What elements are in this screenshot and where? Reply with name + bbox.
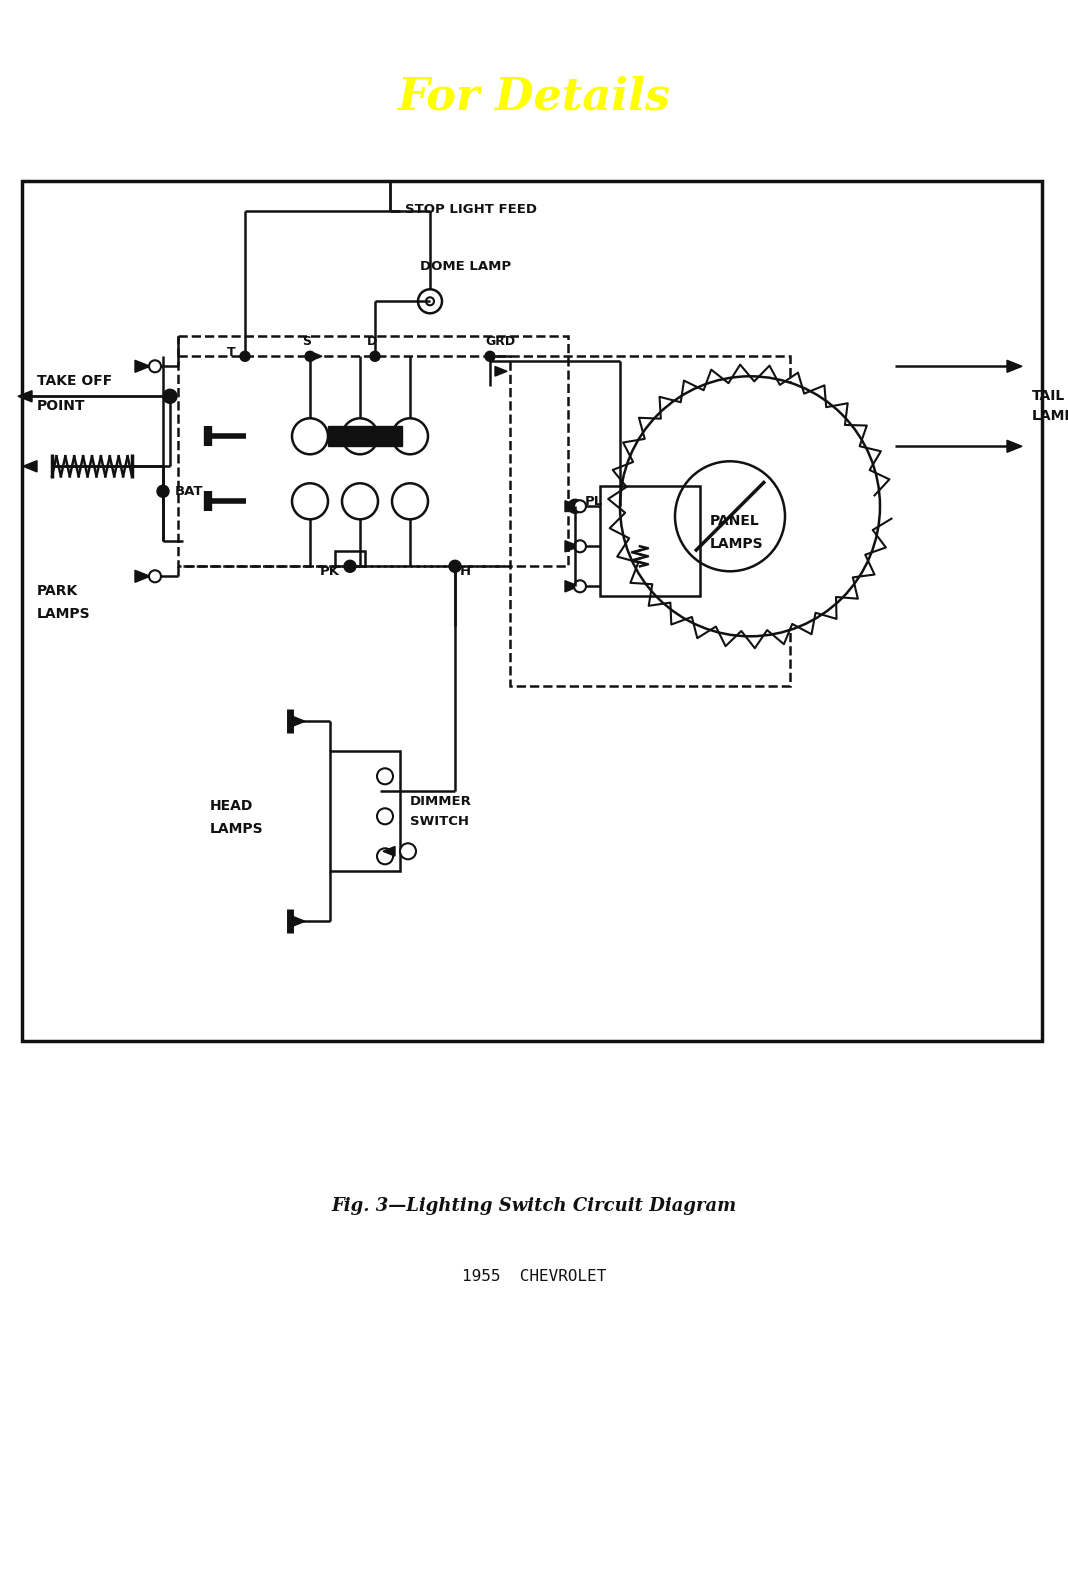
Text: TAKE OFF: TAKE OFF bbox=[37, 374, 112, 389]
Bar bbox=[511, 357, 790, 687]
Bar bbox=[178, 336, 568, 566]
Circle shape bbox=[240, 352, 250, 362]
Circle shape bbox=[377, 808, 393, 824]
Polygon shape bbox=[565, 581, 579, 593]
Text: SWITCH: SWITCH bbox=[410, 814, 469, 828]
Text: DIMMER: DIMMER bbox=[410, 795, 472, 808]
Bar bbox=[22, 182, 1042, 1042]
Circle shape bbox=[150, 360, 161, 373]
Circle shape bbox=[292, 419, 328, 454]
Bar bbox=[335, 551, 365, 566]
Text: HEAD: HEAD bbox=[210, 800, 253, 814]
Polygon shape bbox=[18, 390, 32, 401]
Polygon shape bbox=[23, 460, 37, 472]
Circle shape bbox=[426, 298, 434, 306]
Text: TAP HERE: TAP HERE bbox=[498, 32, 570, 46]
Circle shape bbox=[574, 540, 586, 553]
Circle shape bbox=[157, 486, 169, 497]
Circle shape bbox=[568, 499, 582, 513]
Text: STOP LIGHT FEED: STOP LIGHT FEED bbox=[405, 202, 537, 215]
Text: D: D bbox=[367, 335, 377, 347]
Circle shape bbox=[400, 843, 417, 859]
Text: LAMPS: LAMPS bbox=[1032, 409, 1068, 424]
Polygon shape bbox=[1007, 360, 1022, 373]
Circle shape bbox=[305, 352, 315, 362]
Circle shape bbox=[344, 561, 356, 572]
Polygon shape bbox=[135, 360, 150, 373]
Text: 1955  CHEVROLET: 1955 CHEVROLET bbox=[461, 1268, 607, 1284]
Text: LAMPS: LAMPS bbox=[37, 607, 91, 621]
Bar bbox=[328, 427, 402, 446]
Circle shape bbox=[370, 352, 380, 362]
Polygon shape bbox=[494, 366, 507, 376]
Text: Fig. 3—Lighting Switch Circuit Diagram: Fig. 3—Lighting Switch Circuit Diagram bbox=[331, 1198, 737, 1215]
Text: PANEL: PANEL bbox=[710, 515, 759, 529]
Polygon shape bbox=[290, 916, 305, 927]
Circle shape bbox=[485, 352, 494, 362]
Text: T: T bbox=[227, 346, 236, 358]
Text: DOME LAMP: DOME LAMP bbox=[420, 260, 512, 272]
Circle shape bbox=[342, 483, 378, 519]
Circle shape bbox=[574, 500, 586, 513]
Polygon shape bbox=[383, 846, 395, 855]
Circle shape bbox=[163, 389, 177, 403]
Text: BAT: BAT bbox=[175, 484, 204, 497]
Polygon shape bbox=[312, 352, 321, 360]
Circle shape bbox=[621, 376, 880, 636]
Circle shape bbox=[574, 580, 586, 593]
Polygon shape bbox=[290, 715, 305, 728]
Circle shape bbox=[675, 462, 785, 572]
Text: POINT: POINT bbox=[37, 400, 85, 413]
Text: S: S bbox=[302, 335, 311, 347]
Circle shape bbox=[377, 768, 393, 784]
Circle shape bbox=[392, 419, 428, 454]
Circle shape bbox=[292, 483, 328, 519]
Bar bbox=[600, 486, 700, 596]
Polygon shape bbox=[135, 570, 150, 583]
Circle shape bbox=[377, 849, 393, 865]
Text: GRD: GRD bbox=[485, 335, 515, 347]
Text: LAMPS: LAMPS bbox=[710, 537, 764, 551]
Polygon shape bbox=[565, 500, 579, 511]
Text: PARK: PARK bbox=[37, 585, 78, 599]
Polygon shape bbox=[1007, 440, 1022, 452]
Circle shape bbox=[342, 419, 378, 454]
Text: LAMPS: LAMPS bbox=[210, 822, 264, 836]
Text: PK: PK bbox=[320, 566, 340, 578]
Text: TAIL: TAIL bbox=[1032, 389, 1065, 403]
Circle shape bbox=[392, 483, 428, 519]
Bar bbox=[330, 752, 400, 871]
Polygon shape bbox=[565, 540, 579, 551]
Circle shape bbox=[449, 561, 461, 572]
Circle shape bbox=[418, 290, 442, 314]
Text: For Details: For Details bbox=[397, 75, 671, 118]
Text: PL: PL bbox=[585, 495, 603, 508]
Text: H: H bbox=[460, 566, 471, 578]
Circle shape bbox=[150, 570, 161, 583]
